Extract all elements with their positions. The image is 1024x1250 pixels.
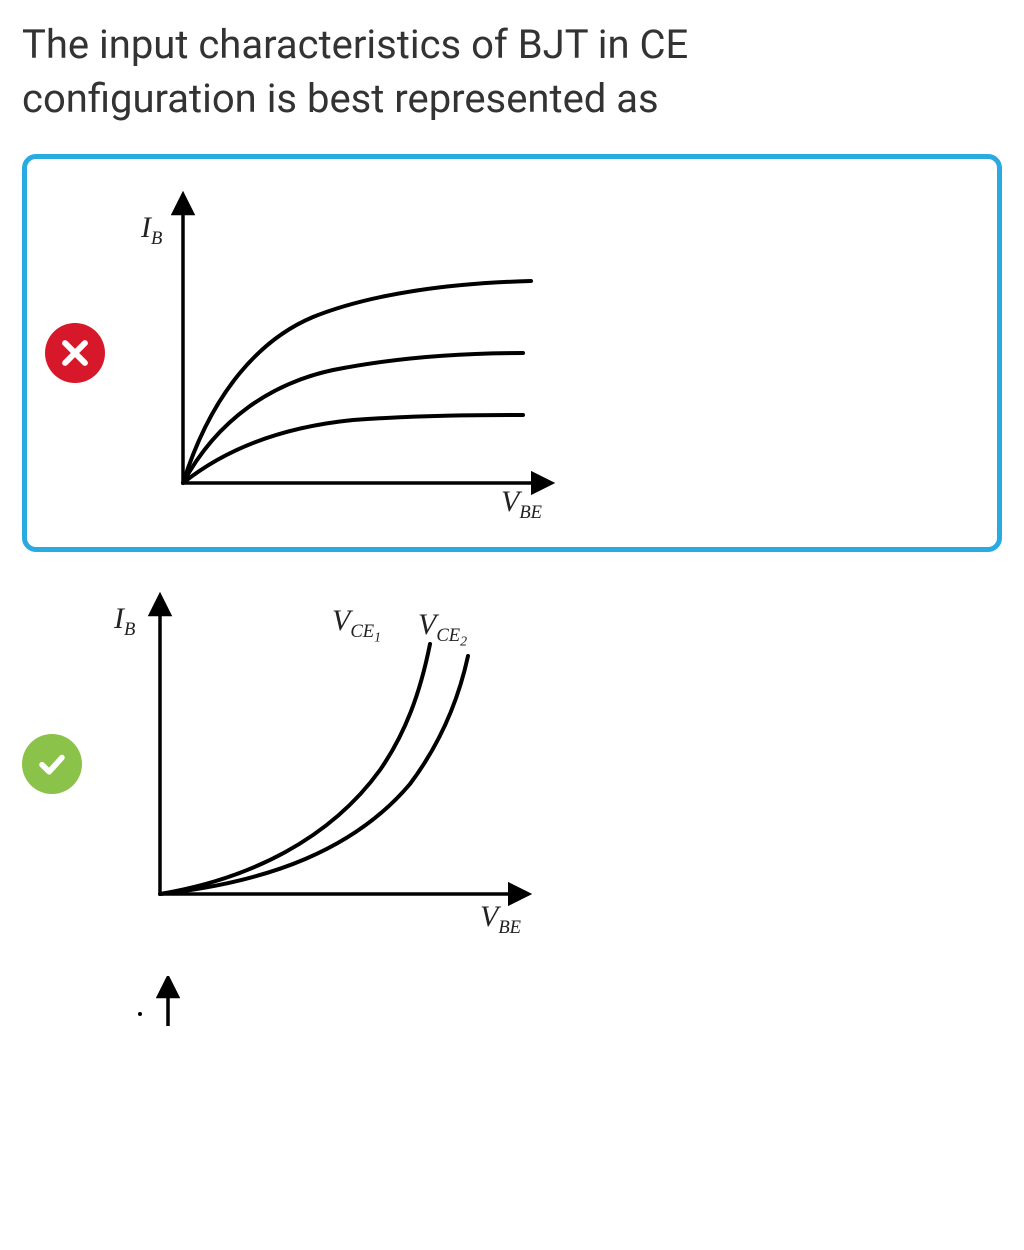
correct-icon xyxy=(22,734,82,794)
chart-b-svg xyxy=(100,584,560,944)
answer-option-c-partial[interactable] xyxy=(22,976,1002,1026)
question-line1: The input characteristics of BJT in CE xyxy=(22,21,688,68)
check-icon xyxy=(35,747,69,781)
question-line2: configuration is best represented as xyxy=(22,75,659,122)
chart-b-curve-label-2: VCE2 xyxy=(418,608,467,651)
answer-option-b[interactable]: IB VBE VCE1 VCE2 xyxy=(22,584,1002,944)
chart-a-svg xyxy=(123,183,583,523)
chart-b: IB VBE VCE1 VCE2 xyxy=(100,584,560,944)
chart-c-partial-svg xyxy=(120,976,200,1026)
answer-option-a[interactable]: IB VBE xyxy=(22,154,1002,552)
wrong-icon xyxy=(45,323,105,383)
chart-a-xlabel: VBE xyxy=(501,485,542,524)
chart-b-xlabel: VBE xyxy=(480,900,521,939)
chart-b-ylabel: IB xyxy=(114,602,135,641)
chart-a: IB VBE xyxy=(123,183,583,523)
question-text: The input characteristics of BJT in CE c… xyxy=(22,18,1002,126)
cross-icon xyxy=(58,336,92,370)
chart-a-ylabel: IB xyxy=(141,211,162,250)
chart-b-curve-label-1: VCE1 xyxy=(332,604,381,647)
